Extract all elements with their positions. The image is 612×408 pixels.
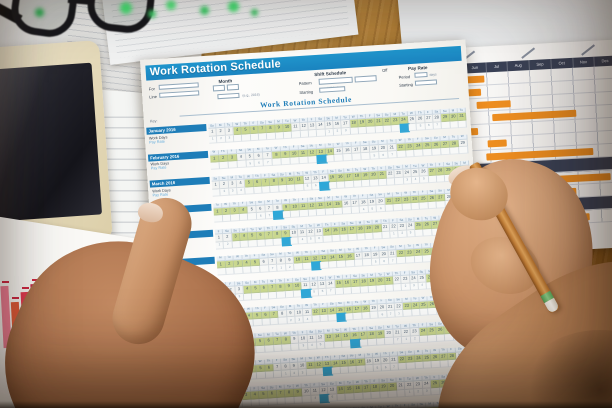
green-bokeh-light (166, 0, 176, 10)
marker-cell (343, 153, 354, 162)
period-label: Period (398, 74, 411, 80)
marker-cell (450, 147, 460, 155)
marker-cell: 6 (379, 151, 389, 160)
green-bokeh-light (228, 1, 239, 12)
marker-cell (414, 149, 424, 157)
marker-cell: 5 (370, 152, 380, 160)
month-label-column: February 2016 Work Days Pay Rate (147, 150, 209, 171)
pay-starting-label: Starting (398, 81, 414, 88)
marker-cell (459, 146, 469, 155)
year-field (217, 92, 240, 100)
pay-starting-field (414, 79, 438, 86)
weekday-cell: Th (392, 403, 402, 408)
marker-cell: 7 (263, 158, 274, 167)
line-field (159, 90, 200, 98)
for-field (158, 82, 199, 90)
shift-schedule-label: Shift Schedule (314, 70, 347, 78)
chart-bar-label (22, 287, 29, 289)
pay-rate-header-label: Pay Rate (407, 64, 428, 72)
marker-cell (281, 157, 291, 166)
green-bokeh-light (251, 9, 258, 16)
year-hint: (e.g., 2016) (242, 92, 260, 98)
marker-cell (423, 148, 433, 157)
marker-cell: 7 (388, 151, 398, 159)
marker-cell (299, 156, 309, 165)
marker-cell (352, 153, 362, 161)
gantt-bar (487, 139, 508, 148)
screen-glare (0, 62, 103, 222)
marker-cell (458, 120, 468, 128)
line-label: Line (149, 94, 158, 100)
marker-cell (219, 161, 229, 170)
starting-field (319, 86, 346, 93)
starting-label: Starting (299, 89, 314, 96)
marker-cell (396, 150, 407, 159)
month-label-column: January 2016 Work Days Pay Rate (146, 123, 207, 145)
marker-cell (290, 157, 300, 165)
key-label: Key: (149, 119, 158, 124)
marker-cell (334, 154, 345, 162)
marker-cell (228, 161, 238, 169)
marker-cell (308, 156, 318, 164)
marker-cell: 6 (254, 159, 265, 167)
marker-cell (361, 152, 371, 161)
off-label: Off (381, 67, 388, 73)
gantt-bar (476, 100, 511, 109)
eyeglasses-lens-left (8, 0, 80, 41)
marker-cell (432, 148, 442, 156)
month-field-1 (212, 84, 226, 92)
marker-cell (405, 149, 416, 158)
marker-cell (272, 158, 283, 166)
marker-cell: 5 (246, 159, 256, 168)
green-bokeh-light (120, 2, 132, 14)
pattern-field (318, 76, 353, 85)
chart-bar-label (12, 297, 19, 299)
pattern-label: Pattern (298, 80, 312, 87)
marker-cell (317, 155, 327, 164)
marker-cell (210, 162, 220, 170)
month-label-column: March 2016 Work Days Pay Rate (149, 176, 211, 198)
month-label: Month (218, 78, 233, 85)
for-label: For (148, 86, 155, 92)
period-field (414, 71, 428, 78)
marker-cell (325, 154, 336, 163)
marker-cell (237, 160, 247, 169)
green-bokeh-light (200, 6, 209, 15)
tablet-device (0, 40, 113, 248)
month-field-2 (226, 83, 240, 91)
marker-cell (441, 147, 451, 156)
days-hint: days (429, 72, 437, 77)
chart-bar-label (2, 281, 9, 283)
pattern-off-field (354, 75, 377, 83)
green-bokeh-light (35, 8, 44, 17)
weekday-cell: W (384, 404, 393, 408)
green-bokeh-light (148, 10, 156, 18)
